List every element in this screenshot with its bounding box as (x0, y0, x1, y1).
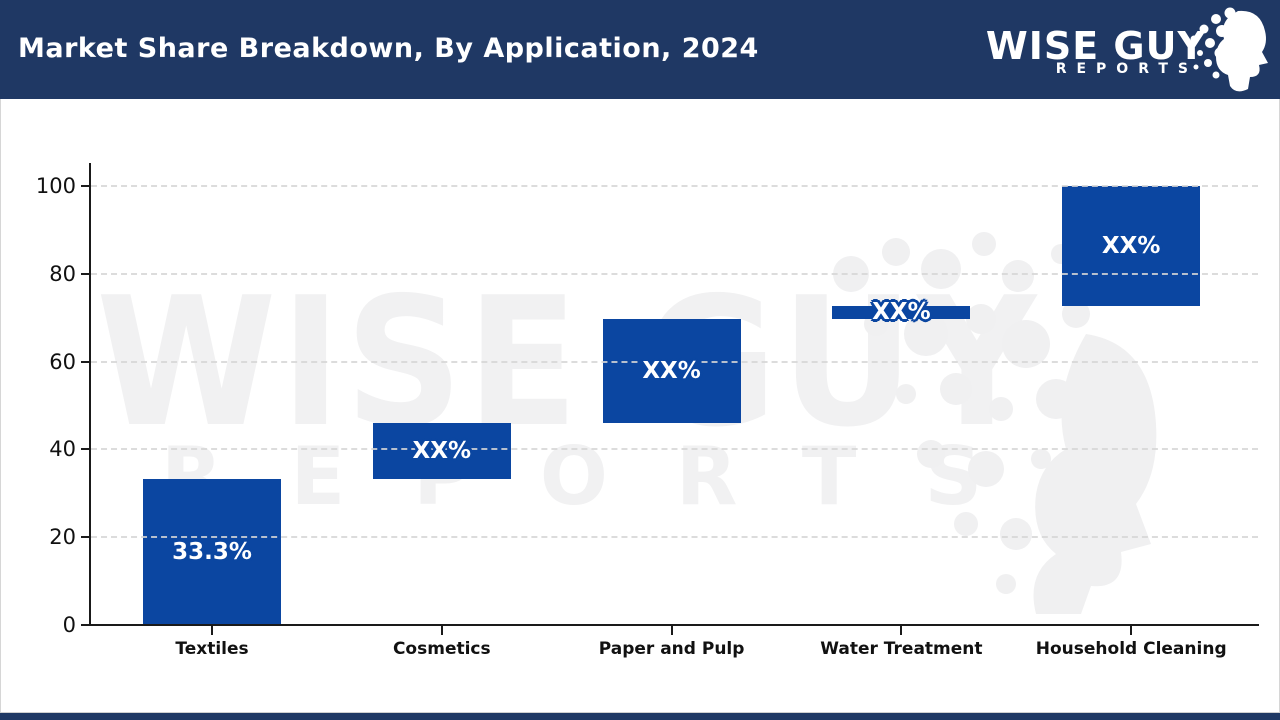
gridline-y100 (91, 185, 1258, 187)
y-tick-label-80: 80 (49, 261, 76, 286)
logo-head-icon (1190, 7, 1268, 92)
x-tick-label-textiles: Textiles (175, 639, 249, 659)
y-tick-40 (81, 448, 90, 451)
header: Market Share Breakdown, By Application, … (0, 0, 1280, 99)
y-tick-label-0: 0 (62, 613, 76, 637)
footer-bar (0, 713, 1280, 720)
bar-label-household-cleaning: XX% (1101, 232, 1161, 259)
x-axis-spine (89, 624, 1259, 626)
x-tick-label-water-treatment: Water Treatment (820, 639, 983, 659)
y-tick-80 (81, 272, 90, 275)
page-title: Market Share Breakdown, By Application, … (18, 33, 759, 64)
bar-water-treatment (832, 305, 971, 319)
bar-label-cosmetics: XX% (412, 438, 472, 465)
y-tick-label-60: 60 (49, 349, 76, 374)
x-tick-label-cosmetics: Cosmetics (392, 639, 491, 659)
logo-subtext: REPORTS (1055, 61, 1198, 77)
watermark-head-graphic (833, 232, 1157, 614)
gridline-y80 (91, 272, 1258, 275)
gridline-y60 (91, 360, 1258, 363)
x-tick-textiles (211, 626, 213, 635)
gridline-y40 (91, 448, 1258, 451)
bar-household-cleaning (1062, 186, 1201, 306)
bar-label-water-treatment: XX% (872, 299, 931, 326)
y-axis-spine (89, 163, 91, 626)
x-tick-label-paper-and-pulp: Paper and Pulp (598, 639, 745, 659)
y-tick-60 (81, 360, 90, 363)
x-tick-water-treatment (900, 626, 903, 635)
logo-wordmark: WISE GUY (985, 24, 1206, 68)
bar-paper-and-pulp (602, 319, 741, 424)
wise-guy-logo: WISE GUY REPORTS (986, 0, 1268, 99)
y-tick-label-100: 100 (35, 174, 76, 198)
y-tick-20 (81, 536, 90, 539)
y-tick-label-20: 20 (49, 525, 76, 550)
x-tick-label-household-cleaning: Household Cleaning (1035, 639, 1227, 659)
bar-cosmetics (372, 423, 511, 479)
gridline-y20 (91, 536, 1258, 539)
y-tick-label-40: 40 (49, 437, 76, 462)
chart-area: WISE GUY REPORTS 0 20 40 60 80 100 33.3% Textil… (0, 99, 1280, 713)
plot: 0 20 40 60 80 100 33.3% Textiles XX% Cosmetics XX%… (1, 99, 1279, 713)
y-tick-0 (81, 624, 90, 626)
bar-textiles (143, 478, 281, 625)
footer-hairline (0, 712, 1280, 713)
x-tick-household-cleaning (1130, 626, 1133, 635)
x-tick-cosmetics (440, 626, 443, 635)
bar-label-paper-and-pulp: XX% (642, 358, 701, 385)
bar-label-textiles: 33.3% (172, 538, 252, 565)
x-tick-paper-and-pulp (670, 626, 673, 635)
y-tick-100 (81, 185, 90, 187)
